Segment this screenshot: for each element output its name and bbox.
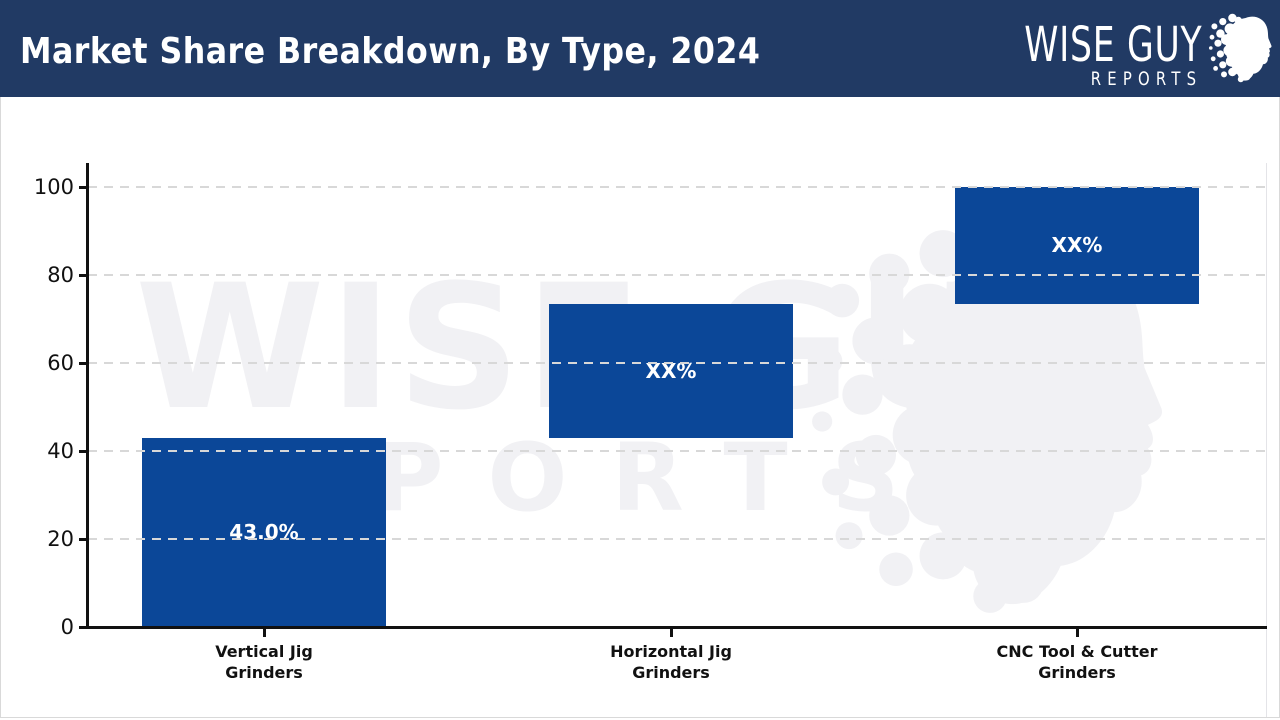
y-tick-80	[79, 274, 88, 277]
bar-horizontal-jig-grinders: XX%	[549, 303, 793, 438]
x-category-label-line: Grinders	[225, 663, 303, 682]
x-category-label-line: Vertical Jig	[215, 642, 313, 661]
gridline-60	[88, 362, 1266, 364]
brand-head-icon	[1209, 13, 1272, 83]
y-tick-0	[79, 626, 88, 629]
bar-value-label: XX%	[1051, 233, 1103, 258]
frame-left-border	[0, 97, 1, 718]
y-tick-label-0: 0	[60, 615, 74, 639]
y-tick-label-60: 60	[47, 351, 74, 375]
x-category-label-cnc-tool-cutter-grinders: CNC Tool & Cutter Grinders	[927, 641, 1227, 683]
header-bar: Market Share Breakdown, By Type, 2024 WI…	[0, 0, 1280, 97]
x-tick-horizontal-jig-grinders	[670, 627, 673, 637]
x-category-label-line: Grinders	[1038, 663, 1116, 682]
plot-right-border	[1266, 163, 1267, 717]
x-category-label-horizontal-jig-grinders: Horizontal Jig Grinders	[521, 641, 821, 683]
y-tick-label-80: 80	[47, 263, 74, 287]
y-tick-label-20: 20	[47, 527, 74, 551]
x-category-label-line: CNC Tool & Cutter	[996, 642, 1158, 661]
y-axis-line	[86, 163, 89, 629]
bar-cnc-tool-cutter-grinders: XX%	[955, 187, 1199, 304]
y-tick-20	[79, 538, 88, 541]
brand-subtitle: REPORTS	[1090, 68, 1202, 90]
bar-vertical-jig-grinders: 43.0%	[142, 437, 386, 627]
x-axis-line	[86, 626, 1267, 629]
gridline-40	[88, 450, 1266, 452]
x-category-label-vertical-jig-grinders: Vertical Jig Grinders	[114, 641, 414, 683]
x-category-label-line: Grinders	[632, 663, 710, 682]
gridline-20	[88, 538, 1266, 540]
frame-bottom-border	[0, 717, 1280, 718]
x-tick-cnc-tool-cutter-grinders	[1076, 627, 1079, 637]
gridline-100	[88, 186, 1266, 188]
y-tick-100	[79, 186, 88, 189]
x-tick-vertical-jig-grinders	[263, 627, 266, 637]
y-tick-60	[79, 362, 88, 365]
gridline-80	[88, 274, 1266, 276]
y-tick-label-100: 100	[33, 175, 74, 199]
y-tick-label-40: 40	[47, 439, 74, 463]
bar-value-label: 43.0%	[229, 520, 299, 545]
brand-name: WISE GUY	[1023, 17, 1202, 73]
y-tick-40	[79, 450, 88, 453]
page-title: Market Share Breakdown, By Type, 2024	[20, 31, 761, 72]
x-category-label-line: Horizontal Jig	[610, 642, 732, 661]
brand-logo: WISE GUY REPORTS	[955, 17, 1202, 90]
